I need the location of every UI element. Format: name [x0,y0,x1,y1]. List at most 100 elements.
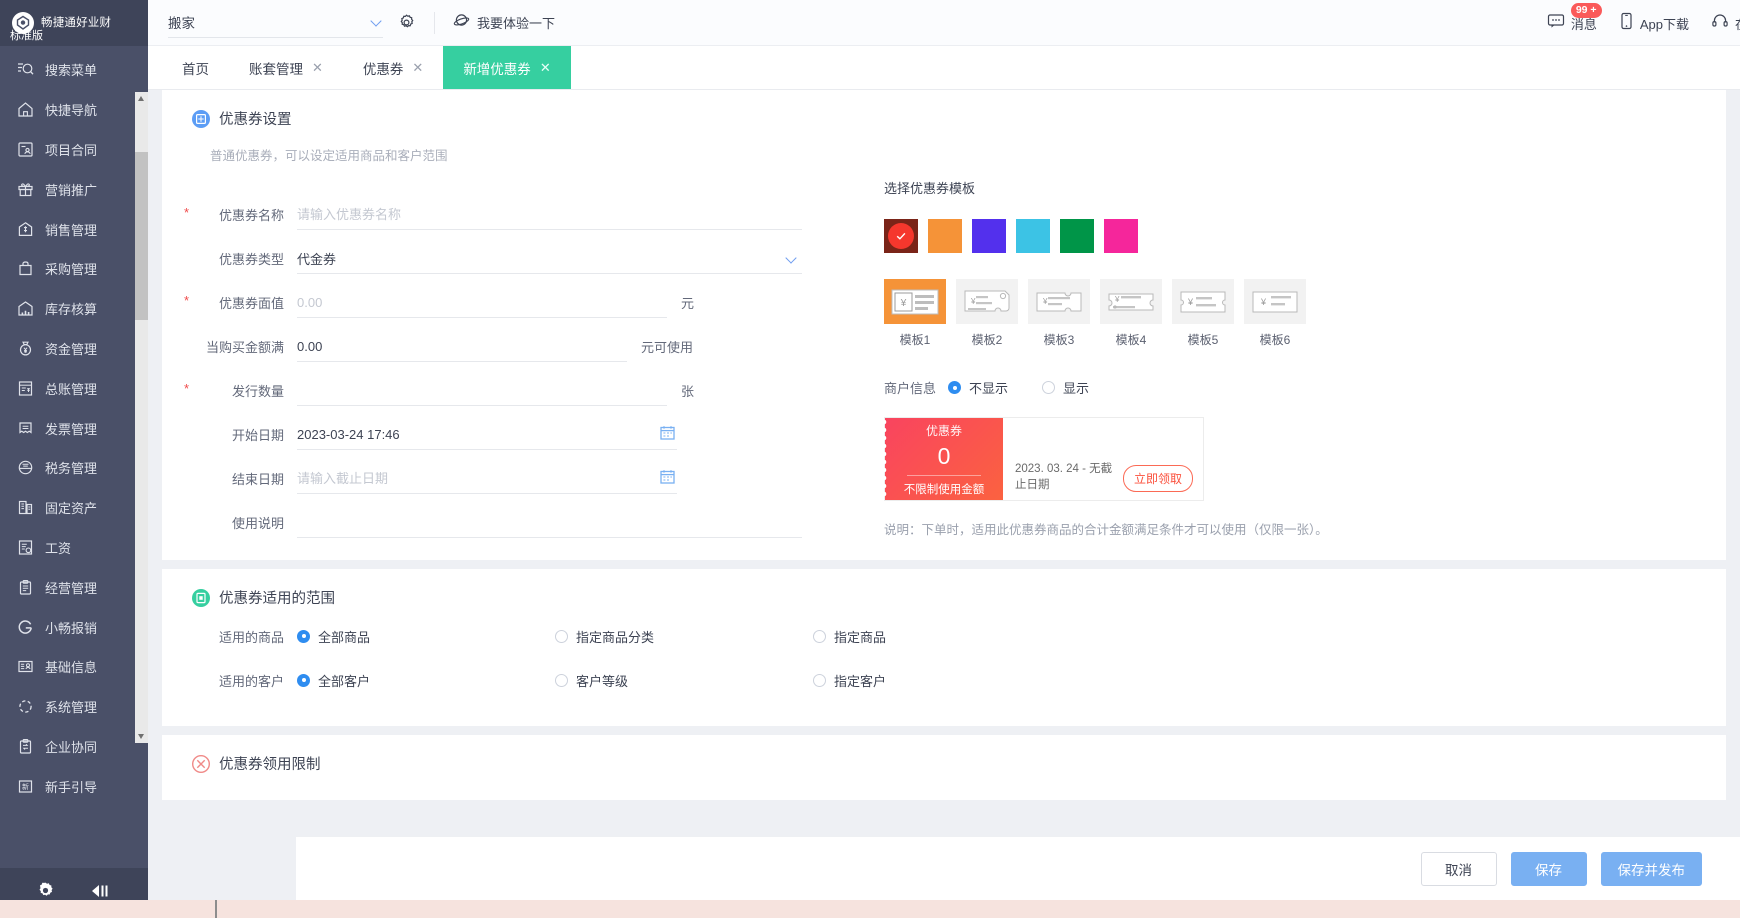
coupon-preview-date: 2023. 03. 24 - 无截止日期 [1015,463,1113,491]
sidebar-scrollbar[interactable] [135,92,148,743]
scope-option-product-category[interactable]: 指定商品分类 [555,627,813,646]
template-name: 模板1 [899,333,931,347]
scope-option-specific-product[interactable]: 指定商品 [813,627,1071,646]
usage-note-input[interactable] [297,515,802,530]
issue-count-field[interactable] [297,376,667,406]
cancel-button[interactable]: 取消 [1420,851,1497,886]
color-swatch[interactable] [928,219,962,253]
mobile-icon [1619,12,1634,35]
tab-home[interactable]: 首页 [162,46,229,89]
tab-coupon[interactable]: 优惠券 ✕ [343,46,443,89]
template-option[interactable]: ¥ 模板2 [956,279,1018,348]
issue-count-input[interactable] [297,383,667,398]
end-date-field[interactable] [297,464,677,494]
sidebar-item-ledger[interactable]: 总账管理 [0,368,148,408]
online-service-button[interactable]: 在 [1711,12,1740,35]
coupon-name-input[interactable] [297,207,802,222]
coupon-type-value[interactable] [297,251,802,266]
tab-add-coupon[interactable]: 新增优惠券 ✕ [443,46,571,89]
sidebar-item-guide[interactable]: 新 新手引导 [0,766,148,806]
gear-icon[interactable] [397,13,416,32]
template-option[interactable]: ¥ 模板1 [884,279,946,348]
template-option[interactable]: ¥ 模板5 [1172,279,1234,348]
color-swatch[interactable] [884,219,918,253]
start-date-input[interactable] [297,427,677,442]
usage-note-field[interactable] [297,508,802,538]
sidebar-item-quick-nav[interactable]: 快捷导航 [0,90,148,130]
settings-gear-icon[interactable] [36,881,55,905]
account-select[interactable]: 搬家 [168,8,383,38]
scrollbar-thumb[interactable] [135,152,148,320]
app-download-button[interactable]: App下载 [1619,12,1689,35]
coupon-claim-button[interactable]: 立即领取 [1122,465,1193,492]
scroll-up-arrow-icon[interactable] [135,92,148,105]
scope-option-specific-customer[interactable]: 指定客户 [813,671,1071,690]
color-swatch[interactable] [972,219,1006,253]
merchant-option-show[interactable]: 显示 [1042,378,1089,397]
online-service-label: 在 [1735,14,1740,33]
sidebar-item-marketing[interactable]: 营销推广 [0,169,148,209]
scope-option-customer-level[interactable]: 客户等级 [555,671,813,690]
min-amount-field[interactable] [297,332,627,362]
sidebar-item-sales[interactable]: 销售管理 [0,209,148,249]
coupon-usage-note: 说明：下单时，适用此优惠券商品的合计金额满足条件才可以使用（仅限一张）。 [884,523,1328,537]
end-date-input[interactable] [297,471,677,486]
sidebar: 畅捷通好业财 标准版 搜索菜单 快捷导航 [0,0,148,918]
min-amount-input[interactable] [297,339,627,354]
scope-row-customers: 适用的客户 全部客户 客户等级 指定客户 [162,658,1726,702]
tax-icon [16,458,35,477]
scope-option-all-customers[interactable]: 全部客户 [297,671,555,690]
sidebar-item-project-contract[interactable]: 项目合同 [0,130,148,170]
merchant-option-hide[interactable]: 不显示 [948,378,1008,397]
template-option[interactable]: ¥ 模板3 [1028,279,1090,348]
sidebar-item-invoice[interactable]: 发票管理 [0,408,148,448]
chevron-down-icon[interactable] [786,253,798,265]
form-row-issue-count: * 发行数量 张 [162,362,862,406]
svg-text:¥: ¥ [900,298,907,309]
experience-link[interactable]: 我要体验一下 [453,12,555,34]
start-date-field[interactable] [297,420,677,450]
save-button[interactable]: 保存 [1510,851,1587,886]
chevron-down-icon[interactable] [371,16,383,28]
sidebar-item-operation[interactable]: 经营管理 [0,567,148,607]
coupon-name-field[interactable] [297,200,802,230]
sidebar-item-payroll[interactable]: 工资 [0,528,148,568]
tab-label: 账套管理 [249,61,303,77]
messages-button[interactable]: 消息 99 + [1547,2,1602,35]
scope-option-all-products[interactable]: 全部商品 [297,627,555,646]
calendar-icon[interactable] [660,425,675,445]
sidebar-item-collaboration[interactable]: 企业协同 [0,727,148,767]
collapse-sidebar-icon[interactable] [90,883,112,904]
sidebar-item-system[interactable]: 系统管理 [0,687,148,727]
calendar-icon[interactable] [660,469,675,489]
coupon-preview-right: 2023. 03. 24 - 无截止日期 立即领取 [1003,418,1203,500]
coupon-type-select[interactable] [297,244,802,274]
sidebar-item-fund[interactable]: 资金管理 [0,329,148,369]
close-icon[interactable]: ✕ [412,60,424,75]
template-option[interactable]: ¥ 模板6 [1244,279,1306,348]
color-swatch[interactable] [1016,219,1050,253]
tab-account-set-management[interactable]: 账套管理 ✕ [229,46,343,89]
coupon-value-input[interactable] [297,295,667,310]
close-icon[interactable]: ✕ [539,60,551,75]
template-option[interactable]: ¥ 模板4 [1100,279,1162,348]
color-swatch[interactable] [1060,219,1094,253]
close-icon[interactable]: ✕ [312,60,323,75]
sidebar-item-search-menu[interactable]: 搜索菜单 [0,50,148,90]
sidebar-item-inventory[interactable]: 库存核算 [0,289,148,329]
save-and-publish-button[interactable]: 保存并发布 [1600,851,1702,886]
scroll-down-arrow-icon[interactable] [135,730,148,743]
radio-dot [297,629,310,643]
contract-icon [16,140,35,159]
sidebar-item-purchase[interactable]: 采购管理 [0,249,148,289]
coupon-value-field[interactable] [297,288,667,318]
scope-label: 适用的客户 [218,673,284,689]
color-swatch[interactable] [1104,219,1138,253]
sidebar-item-reimburse[interactable]: 小畅报销 [0,607,148,647]
radio-label: 客户等级 [576,673,629,689]
field-unit [816,532,862,538]
radio-label: 全部客户 [318,673,371,689]
sidebar-item-basic-info[interactable]: 基础信息 [0,647,148,687]
sidebar-item-fixed-asset[interactable]: 固定资产 [0,488,148,528]
sidebar-item-tax[interactable]: 税务管理 [0,448,148,488]
